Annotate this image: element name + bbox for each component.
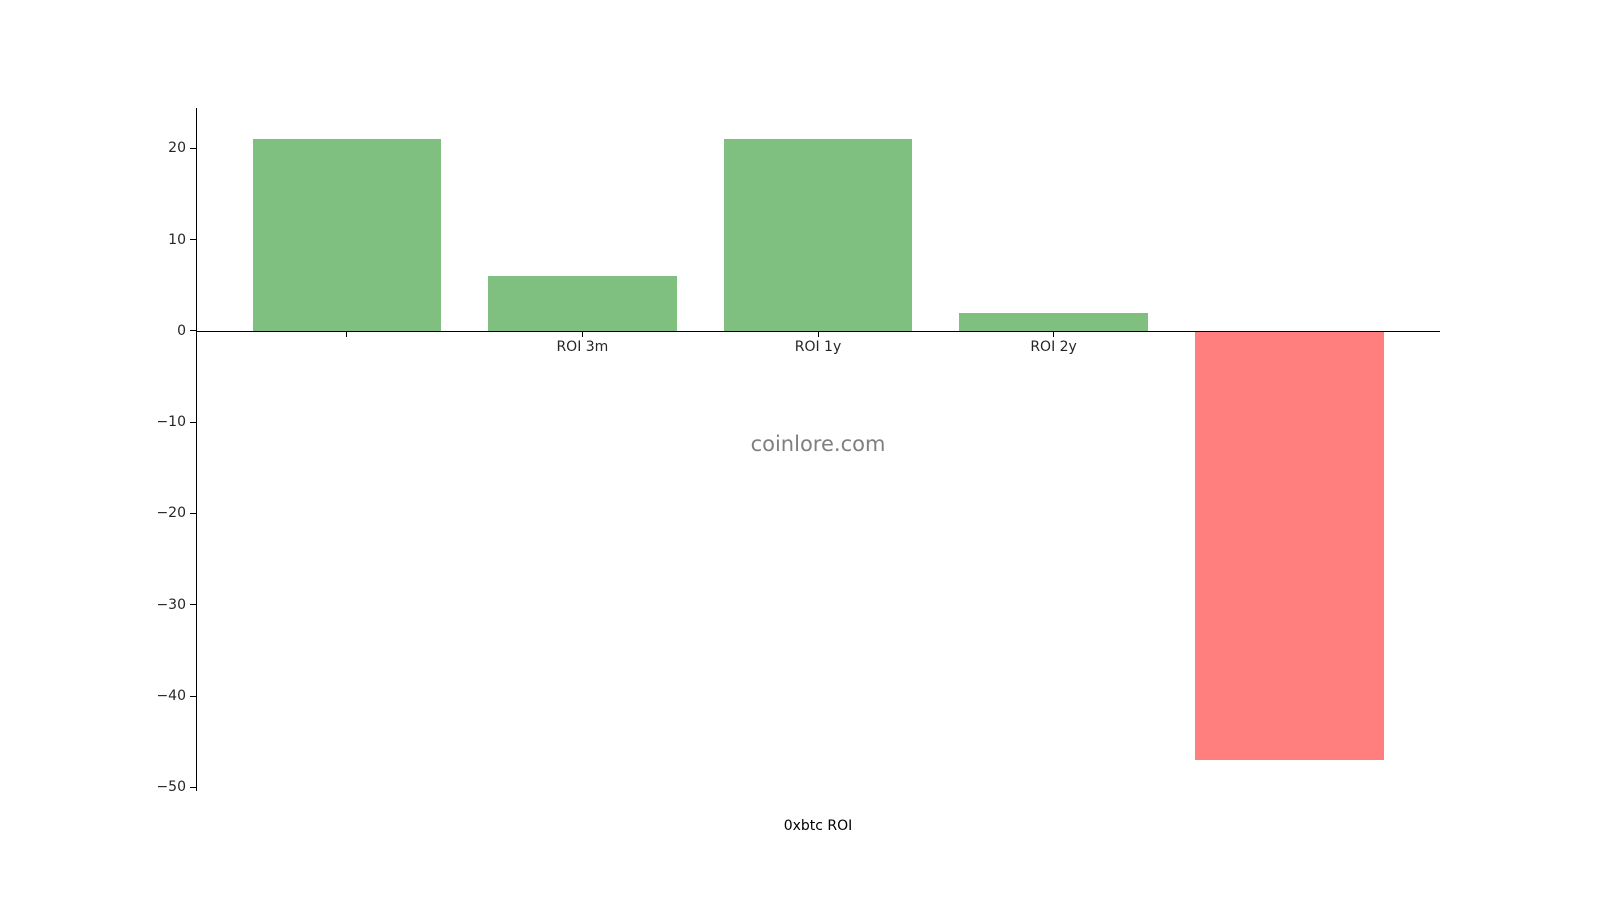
- y-tick-mark: [190, 239, 196, 240]
- y-tick-mark: [190, 786, 196, 788]
- watermark-text: coinlore.com: [750, 432, 886, 456]
- y-tick-mark: [190, 421, 196, 423]
- bar-0: [252, 139, 441, 331]
- x-tick-label: ROI 1y: [794, 338, 842, 355]
- bar-2: [723, 139, 913, 331]
- y-tick-label: 10: [168, 231, 186, 248]
- y-tick-label: −30: [156, 596, 186, 613]
- x-axis-title: 0xbtc ROI: [783, 818, 853, 834]
- y-tick-mark: [190, 604, 196, 606]
- y-tick-mark: [190, 512, 196, 514]
- x-tick-label: ROI 3m: [556, 338, 609, 355]
- y-tick-label: 20: [168, 140, 186, 157]
- x-tick-mark: [346, 330, 348, 337]
- y-tick-mark: [190, 330, 196, 332]
- x-tick-label: ROI 2y: [1030, 338, 1077, 355]
- x-tick-mark: [1053, 330, 1055, 337]
- bar-3: [959, 312, 1148, 331]
- y-tick-label: 0: [177, 322, 186, 339]
- y-tick-label: −10: [156, 414, 186, 431]
- bar-1: [488, 276, 677, 331]
- bar-4: [1195, 330, 1384, 760]
- y-tick-label: −20: [156, 505, 186, 522]
- y-tick-label: −50: [156, 779, 186, 796]
- x-tick-mark: [581, 330, 583, 337]
- y-tick-mark: [190, 695, 196, 697]
- y-tick-mark: [190, 147, 196, 149]
- y-axis-line: [196, 108, 197, 791]
- y-tick-label: −40: [156, 688, 186, 704]
- x-tick-mark: [817, 330, 819, 337]
